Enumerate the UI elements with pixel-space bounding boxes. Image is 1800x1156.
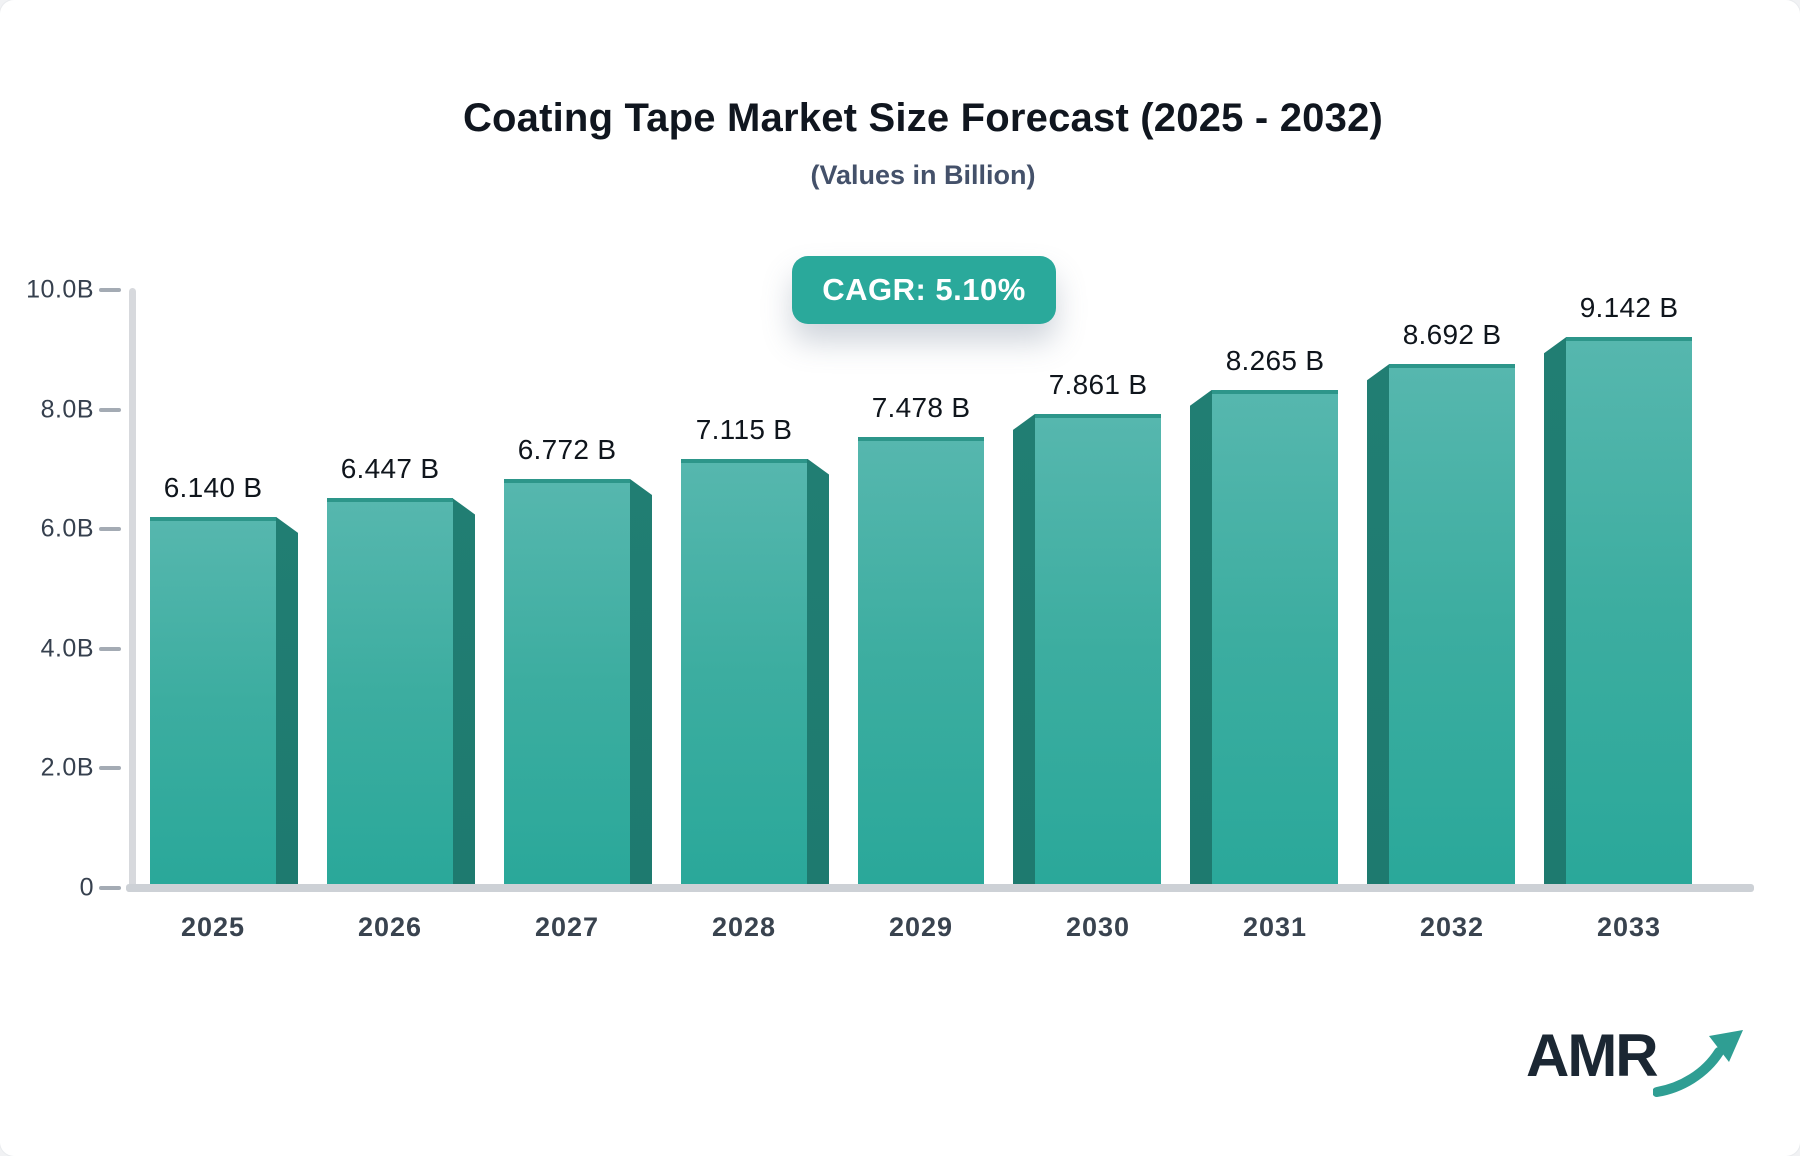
bar-3d-side — [630, 479, 652, 884]
amr-logo: AMR — [1526, 1026, 1745, 1109]
bar-value-label: 7.861 B — [1048, 368, 1148, 400]
chart-title: Coating Tape Market Size Forecast (2025 … — [462, 96, 1384, 140]
y-axis-line — [129, 288, 136, 892]
y-tick-mark — [99, 766, 121, 771]
x-tick-label: 2031 — [1242, 912, 1308, 942]
x-tick-label: 2029 — [888, 912, 954, 942]
bar-value-label: 6.140 B — [163, 471, 263, 503]
bar-3d-side — [1544, 337, 1566, 884]
bar-value-label: 8.265 B — [1225, 344, 1325, 376]
bar — [1212, 389, 1338, 884]
y-tick-mark — [99, 288, 121, 292]
growth-arrow-icon — [1651, 1028, 1745, 1109]
bar — [504, 479, 630, 884]
x-tick-label: 2026 — [357, 912, 423, 942]
amr-logo-text: AMR — [1526, 1022, 1659, 1089]
x-tick-label: 2030 — [1065, 912, 1131, 942]
y-tick-mark — [99, 886, 121, 890]
x-tick-label: 2028 — [711, 912, 777, 942]
y-tick-label: 2.0B — [40, 753, 94, 782]
bar — [327, 498, 453, 884]
y-tick-label: 4.0B — [40, 634, 94, 663]
bar — [1566, 337, 1692, 884]
bar-value-label: 9.142 B — [1579, 292, 1679, 324]
bar — [150, 516, 276, 884]
bar-3d-side — [453, 498, 475, 884]
bar — [681, 458, 807, 884]
bar-3d-side — [807, 458, 829, 884]
x-tick-label: 2025 — [180, 912, 246, 942]
bar — [1035, 413, 1161, 884]
bar — [1389, 364, 1515, 884]
bar-3d-side — [1190, 389, 1212, 884]
x-tick-label: 2033 — [1596, 912, 1662, 942]
y-tick-mark — [99, 646, 121, 651]
y-tick-mark — [99, 407, 121, 412]
y-tick-label: 8.0B — [40, 395, 94, 424]
bar-3d-side — [276, 516, 298, 884]
cagr-badge: CAGR: 5.10% — [792, 256, 1056, 324]
chart-subtitle: (Values in Billion) — [810, 160, 1036, 190]
bar-3d-side — [1367, 364, 1389, 884]
x-tick-label: 2032 — [1419, 912, 1485, 942]
y-tick-label: 6.0B — [40, 514, 94, 543]
y-tick-label: 0 — [79, 873, 94, 902]
bar-value-label: 6.447 B — [340, 453, 440, 485]
bar-value-label: 7.115 B — [695, 413, 793, 445]
bar-3d-side — [1013, 413, 1035, 884]
y-tick-mark — [99, 527, 121, 532]
bar-value-label: 8.692 B — [1402, 319, 1502, 351]
bar — [858, 436, 984, 884]
cagr-badge-label: CAGR: 5.10% — [822, 272, 1026, 307]
x-tick-label: 2027 — [534, 912, 600, 942]
bar-value-label: 6.772 B — [517, 434, 617, 466]
bar-value-label: 7.478 B — [871, 391, 971, 423]
x-axis-line — [126, 884, 1754, 892]
y-tick-label: 10.0B — [26, 275, 94, 304]
